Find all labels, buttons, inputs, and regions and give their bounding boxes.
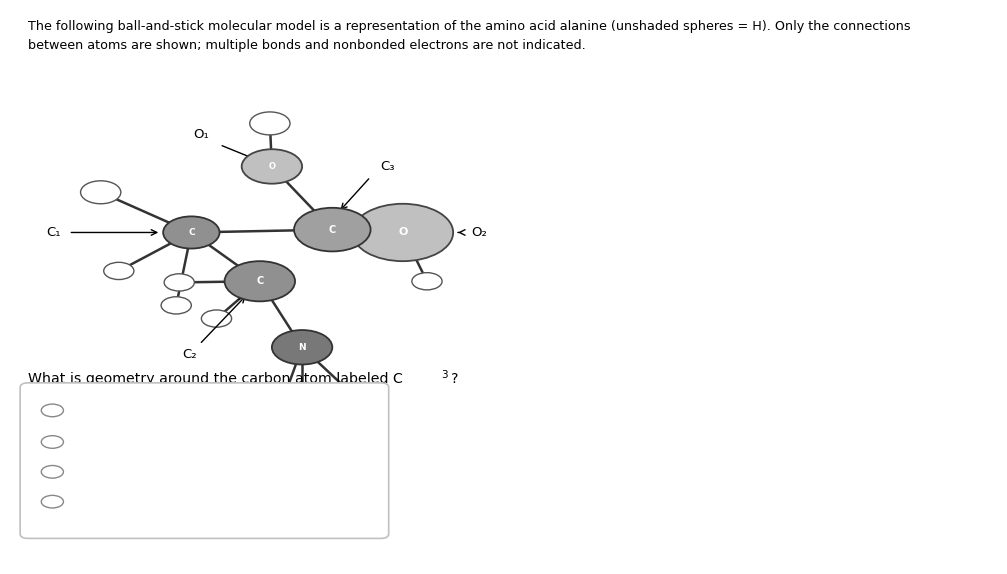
Text: C₂: C₂ [182,348,196,362]
Text: What is geometry around the carbon atom labeled C: What is geometry around the carbon atom … [28,372,403,386]
Circle shape [41,466,63,478]
Circle shape [242,149,302,184]
Circle shape [41,495,63,508]
Circle shape [412,273,442,290]
Circle shape [352,204,453,261]
Text: The following ball-and-stick molecular model is a representation of the amino ac: The following ball-and-stick molecular m… [28,20,910,52]
Circle shape [225,261,295,301]
Text: ?: ? [451,372,458,386]
Text: C: C [188,228,194,237]
Circle shape [41,404,63,417]
Text: C₁: C₁ [46,226,60,239]
Text: tetrahedral: tetrahedral [79,435,157,449]
Circle shape [161,297,191,314]
Circle shape [41,436,63,448]
Text: O₂: O₂ [471,226,487,239]
Circle shape [164,274,194,291]
Text: O: O [269,162,275,171]
Circle shape [276,408,328,438]
Text: N: N [298,343,306,352]
Circle shape [334,383,365,400]
Text: trigonal planar: trigonal planar [79,465,181,479]
Circle shape [294,208,371,251]
Text: 3: 3 [441,370,448,380]
Text: bent: bent [79,404,110,417]
Text: C: C [256,276,264,286]
Circle shape [250,112,290,135]
Circle shape [269,389,299,406]
Circle shape [272,330,332,364]
Circle shape [104,262,134,280]
Text: O: O [398,227,408,238]
Circle shape [81,181,121,204]
FancyBboxPatch shape [20,383,389,538]
Text: C: C [328,224,336,235]
Text: C₃: C₃ [381,160,395,173]
Text: O₁: O₁ [193,127,209,141]
Text: trigonal pyramidal: trigonal pyramidal [79,495,206,509]
Circle shape [163,216,220,249]
Circle shape [201,310,232,327]
